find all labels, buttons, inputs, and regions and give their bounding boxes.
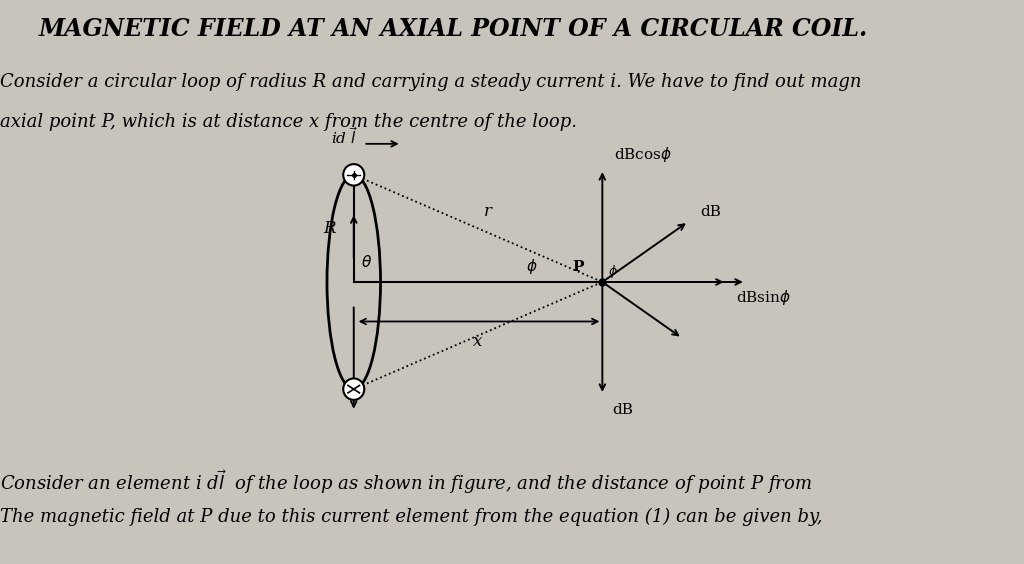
Text: $\phi$: $\phi$ [608,263,617,280]
Text: $\phi$: $\phi$ [526,257,538,276]
Ellipse shape [343,164,365,186]
Text: dB: dB [612,403,633,417]
Text: Consider an element i d$\vec{l}$  of the loop as shown in figure, and the distan: Consider an element i d$\vec{l}$ of the … [0,468,812,496]
Text: r: r [483,203,492,220]
Text: MAGNETIC FIELD AT AN AXIAL POINT OF A CIRCULAR COIL.: MAGNETIC FIELD AT AN AXIAL POINT OF A CI… [38,17,867,41]
Ellipse shape [343,378,365,400]
Text: x: x [473,333,482,350]
Text: Consider a circular loop of radius R and carrying a steady current i. We have to: Consider a circular loop of radius R and… [0,73,861,91]
Text: dB: dB [699,205,721,219]
Text: axial point P, which is at distance x from the centre of the loop.: axial point P, which is at distance x fr… [0,113,577,131]
Text: $\theta$: $\theta$ [361,254,373,270]
Text: P: P [572,259,584,274]
Text: dBcos$\phi$: dBcos$\phi$ [613,144,672,164]
Text: R: R [324,220,336,237]
Text: dBsin$\phi$: dBsin$\phi$ [736,288,792,307]
Text: The magnetic field at P due to this current element from the equation (1) can be: The magnetic field at P due to this curr… [0,508,822,526]
Text: id $\vec{l}$: id $\vec{l}$ [331,126,357,147]
